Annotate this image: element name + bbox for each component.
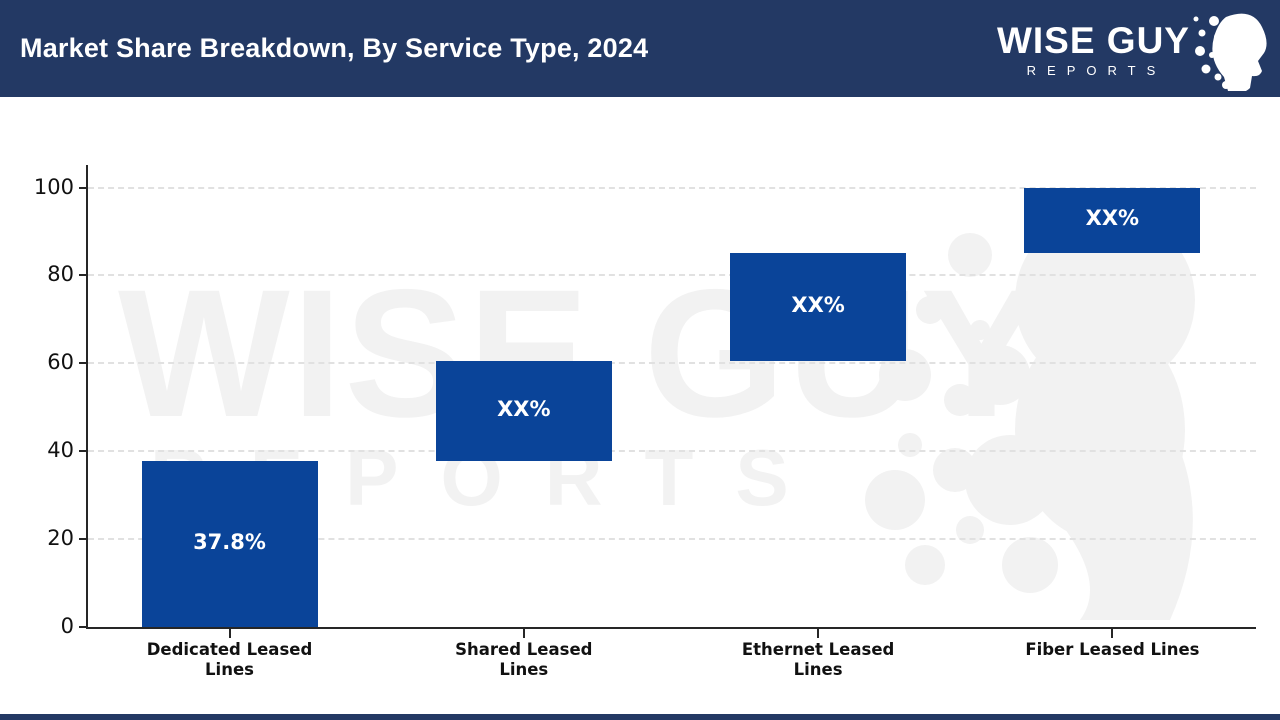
x-axis-category-label: Ethernet Leased Lines: [741, 640, 895, 679]
brand-head-icon: [1193, 13, 1267, 91]
y-axis-tick: [79, 274, 88, 277]
chart-title: Market Share Breakdown, By Service Type,…: [20, 33, 649, 63]
y-axis-tick-label: 0: [60, 614, 74, 638]
bar-segment: [141, 460, 318, 627]
bar-value-label: 37.8%: [193, 529, 266, 554]
brand-subname: REPORTS: [1026, 62, 1167, 78]
brand-logo: WISE GUY REPORTS: [997, 6, 1270, 92]
bar-value-label: XX%: [1085, 206, 1140, 231]
y-axis-tick-label: 20: [47, 526, 74, 551]
y-axis-tick-label: 100: [33, 174, 74, 199]
bar-segment: [435, 361, 612, 461]
brand-name: WISE GUY: [996, 19, 1190, 61]
bar-segment: [1024, 187, 1201, 254]
bar-segment: [730, 253, 907, 362]
x-axis-tick: [228, 629, 231, 638]
gridline: [88, 538, 1256, 541]
x-axis-line: [88, 627, 1256, 629]
gridline: [88, 362, 1256, 365]
y-axis-line: [86, 165, 88, 629]
y-axis-tick-label: 80: [47, 262, 74, 287]
gridline: [88, 450, 1256, 453]
y-axis-tick-label: 60: [47, 350, 74, 375]
footer-bar: [0, 714, 1280, 720]
y-axis-tick: [79, 362, 88, 365]
x-axis-tick: [1111, 629, 1114, 638]
app-header: Market Share Breakdown, By Service Type,…: [0, 0, 1280, 97]
bar-value-label: XX%: [497, 396, 551, 421]
x-axis-tick: [817, 629, 820, 638]
y-axis-tick: [79, 538, 88, 541]
gridline: [88, 274, 1256, 277]
y-axis-tick-label: 40: [47, 438, 74, 463]
bar-value-label: XX%: [791, 293, 845, 318]
brand-logo-text: WISE GUY REPORTS: [997, 22, 1190, 77]
x-axis-category-label: Fiber Leased Lines: [1025, 640, 1200, 659]
y-axis-tick: [79, 626, 88, 628]
y-axis-tick: [79, 450, 88, 453]
y-axis-tick: [79, 186, 88, 189]
x-axis-category-label: Shared Leased Lines: [455, 640, 593, 679]
gridline: [88, 186, 1256, 189]
x-axis-category-label: Dedicated Leased Lines: [146, 640, 313, 679]
x-axis-tick: [522, 629, 525, 638]
watermark-head-icon: [865, 210, 1195, 620]
